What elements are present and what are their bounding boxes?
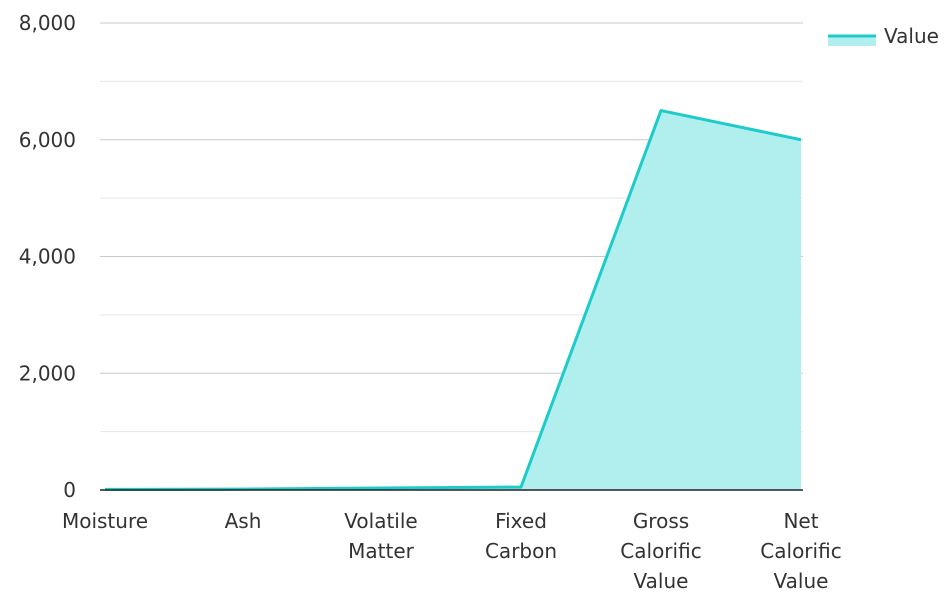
legend-swatch-fill — [828, 36, 876, 46]
x-tick-label: Ash — [225, 509, 262, 533]
x-tick-label: Gross Calorific Value — [620, 509, 701, 593]
series-area — [104, 109, 802, 491]
x-tick-label: Fixed Carbon — [485, 509, 557, 563]
y-axis-tick-labels: 0 2,000 4,000 6,000 8,000 — [19, 11, 76, 502]
y-tick-label: 4,000 — [19, 245, 76, 269]
y-tick-label: 6,000 — [19, 128, 76, 152]
y-tick-label: 2,000 — [19, 361, 76, 385]
y-tick-label: 0 — [63, 478, 76, 502]
y-tick-label: 8,000 — [19, 11, 76, 35]
grid — [100, 22, 803, 433]
legend: Value — [828, 24, 939, 48]
series-area-fill — [105, 110, 801, 490]
x-axis-tick-labels: Moisture Ash Volatile Matter Fixed Carbon Gros… — [62, 509, 842, 593]
x-tick-label: Volatile Matter — [344, 509, 417, 563]
x-tick-label: Net Calorific Value — [760, 509, 841, 593]
legend-label: Value — [884, 24, 939, 48]
series-line — [104, 109, 802, 491]
x-tick-label: Moisture — [62, 509, 148, 533]
